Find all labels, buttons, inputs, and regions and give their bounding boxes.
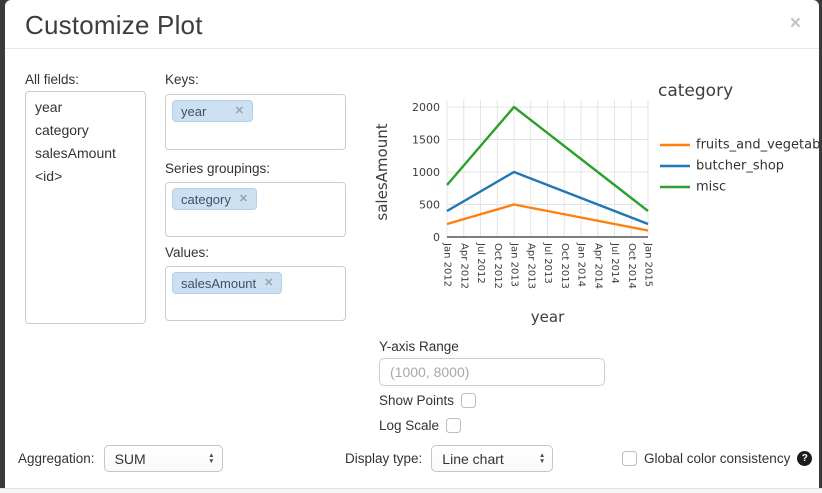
log-scale-label: Log Scale bbox=[379, 418, 440, 433]
field-tag-label: category bbox=[181, 191, 231, 207]
svg-text:Oct 2012: Oct 2012 bbox=[492, 243, 503, 289]
series-groupings-label: Series groupings: bbox=[165, 161, 271, 176]
show-points-label: Show Points bbox=[379, 393, 455, 408]
modal-footer-edge bbox=[0, 488, 822, 493]
svg-text:500: 500 bbox=[419, 199, 440, 212]
customize-plot-dialog: Customize Plot × All fields: year categor… bbox=[5, 0, 819, 488]
list-item[interactable]: salesAmount bbox=[35, 145, 116, 161]
series-groupings-dropzone[interactable]: category ✕ bbox=[165, 182, 346, 237]
aggregation-select[interactable]: SUM ▲ ▼ bbox=[103, 445, 223, 472]
svg-text:Oct 2014: Oct 2014 bbox=[626, 243, 637, 289]
list-item[interactable]: year bbox=[35, 99, 63, 115]
aggregation-value: SUM bbox=[114, 450, 146, 467]
remove-tag-icon[interactable]: ✕ bbox=[238, 192, 249, 205]
display-type-label: Display type: bbox=[345, 451, 423, 466]
y-axis-range-label: Y-axis Range bbox=[379, 339, 459, 354]
select-stepper-icon: ▲ ▼ bbox=[208, 452, 215, 465]
display-type-group: Display type: Line chart ▲ ▼ bbox=[345, 445, 554, 472]
svg-text:Jan 2015: Jan 2015 bbox=[643, 242, 654, 287]
global-color-group: Global color consistency ? bbox=[622, 445, 813, 472]
svg-text:misc: misc bbox=[696, 180, 726, 195]
svg-text:2000: 2000 bbox=[412, 101, 440, 114]
values-label: Values: bbox=[165, 245, 210, 260]
show-points-row: Show Points bbox=[379, 393, 477, 408]
svg-text:0: 0 bbox=[433, 231, 440, 244]
svg-text:year: year bbox=[531, 308, 565, 326]
svg-text:salesAmount: salesAmount bbox=[373, 123, 391, 220]
all-fields-list[interactable]: year category salesAmount <id> bbox=[25, 91, 146, 324]
svg-text:Apr 2012: Apr 2012 bbox=[458, 243, 469, 289]
log-scale-checkbox[interactable] bbox=[446, 418, 462, 433]
log-scale-row: Log Scale bbox=[379, 418, 462, 433]
field-tag[interactable]: salesAmount ✕ bbox=[172, 272, 283, 294]
svg-text:Jan 2014: Jan 2014 bbox=[576, 242, 587, 287]
svg-text:1000: 1000 bbox=[412, 166, 440, 179]
svg-text:Jan 2012: Jan 2012 bbox=[442, 242, 453, 287]
aggregation-group: Aggregation: SUM ▲ ▼ bbox=[18, 445, 223, 472]
plot-preview: 0 500 1000 1500 2000 Jan 2012 Apr 2012 Jul 2012… bbox=[370, 55, 819, 345]
svg-text:Apr 2013: Apr 2013 bbox=[525, 243, 536, 289]
svg-text:fruits_and_vegetables: fruits_and_vegetables bbox=[696, 138, 819, 153]
field-tag-label: salesAmount bbox=[181, 275, 257, 291]
line-chart-svg: 0 500 1000 1500 2000 Jan 2012 Apr 2012 Jul 2012… bbox=[373, 81, 819, 326]
keys-label: Keys: bbox=[165, 72, 199, 87]
svg-text:butcher_shop: butcher_shop bbox=[696, 159, 784, 174]
show-points-checkbox[interactable] bbox=[461, 393, 477, 408]
svg-text:Jul 2012: Jul 2012 bbox=[475, 242, 486, 284]
list-item[interactable]: category bbox=[35, 122, 89, 138]
svg-text:Oct 2013: Oct 2013 bbox=[559, 243, 570, 289]
svg-text:Apr 2014: Apr 2014 bbox=[592, 243, 603, 289]
keys-dropzone[interactable]: year ✕ bbox=[165, 94, 346, 150]
remove-tag-icon[interactable]: ✕ bbox=[264, 276, 274, 289]
svg-text:Jan 2013: Jan 2013 bbox=[509, 242, 520, 287]
y-axis-range-input[interactable] bbox=[379, 358, 605, 386]
field-tag[interactable]: year ✕ bbox=[172, 100, 253, 122]
svg-text:category: category bbox=[658, 81, 733, 101]
list-item[interactable]: <id> bbox=[35, 168, 63, 184]
svg-text:Jul 2014: Jul 2014 bbox=[609, 242, 620, 284]
remove-tag-icon[interactable]: ✕ bbox=[234, 104, 244, 117]
dialog-title: Customize Plot bbox=[25, 10, 203, 40]
svg-text:1500: 1500 bbox=[412, 134, 440, 147]
field-tag[interactable]: category ✕ bbox=[172, 188, 258, 210]
field-tag-label: year bbox=[181, 103, 207, 119]
global-color-checkbox[interactable] bbox=[622, 451, 637, 466]
all-fields-label: All fields: bbox=[25, 72, 80, 87]
display-type-value: Line chart bbox=[442, 450, 504, 467]
svg-text:Jul 2013: Jul 2013 bbox=[542, 242, 553, 284]
select-stepper-icon: ▲ ▼ bbox=[538, 452, 546, 465]
values-dropzone[interactable]: salesAmount ✕ bbox=[165, 266, 346, 321]
aggregation-label: Aggregation: bbox=[18, 451, 95, 466]
display-type-select[interactable]: Line chart ▲ ▼ bbox=[431, 445, 554, 472]
close-icon[interactable]: × bbox=[789, 13, 801, 34]
dialog-header: Customize Plot × bbox=[5, 0, 819, 49]
help-icon[interactable]: ? bbox=[797, 451, 813, 466]
global-color-label: Global color consistency bbox=[644, 451, 791, 466]
